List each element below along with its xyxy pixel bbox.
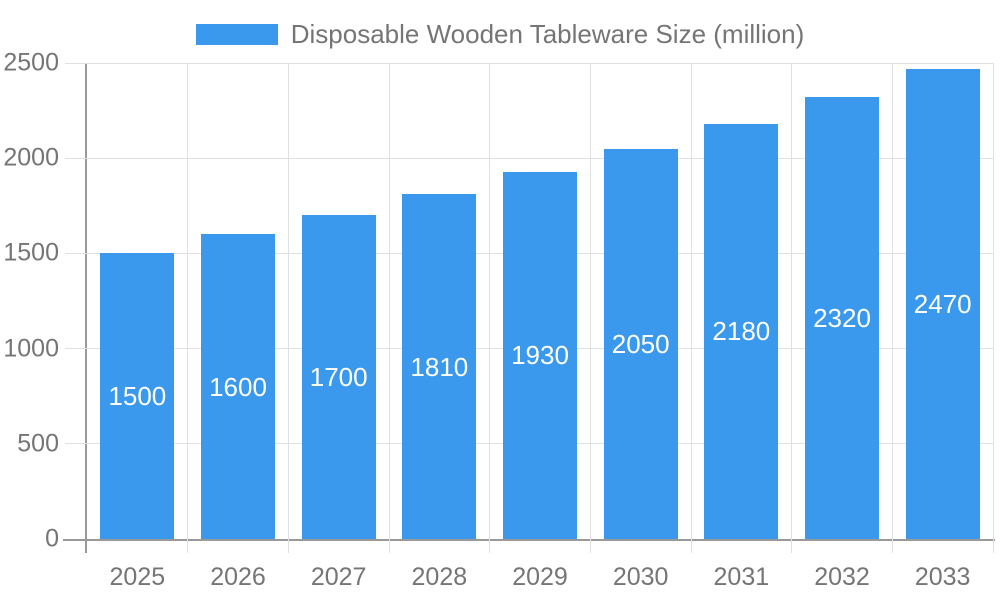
y-axis-tick-label: 500 xyxy=(17,429,59,458)
y-axis-tick-label: 1500 xyxy=(3,238,59,267)
bar-value-label: 1500 xyxy=(108,381,167,412)
bar-value-label: 2180 xyxy=(712,316,771,347)
bar-value-label: 1810 xyxy=(410,351,469,382)
x-gridline xyxy=(287,63,289,553)
bar-2033[interactable]: 2470 xyxy=(905,68,980,539)
bar-value-label: 1930 xyxy=(511,340,569,371)
bar-2031[interactable]: 2180 xyxy=(704,123,779,539)
x-gridline xyxy=(891,63,893,553)
bar-2032[interactable]: 2320 xyxy=(805,97,879,539)
bar-2025[interactable]: 1500 xyxy=(100,253,175,539)
x-axis-tick-label: 2032 xyxy=(814,563,870,591)
x-gridline xyxy=(489,63,491,553)
bar-value-label: 1600 xyxy=(209,371,267,402)
x-gridline xyxy=(690,63,692,553)
y-gridline xyxy=(65,62,993,64)
x-axis-tick-label: 2030 xyxy=(612,563,669,591)
x-axis-tick-label: 2029 xyxy=(512,563,568,591)
x-axis-tick-label: 2033 xyxy=(914,563,971,591)
bar-2030[interactable]: 2050 xyxy=(603,148,678,539)
y-gridline xyxy=(65,157,993,159)
y-axis-tick-label: 2000 xyxy=(3,143,59,172)
x-gridline xyxy=(589,63,591,553)
x-axis-line xyxy=(63,539,995,541)
x-axis-tick-label: 2031 xyxy=(713,563,770,591)
bar-value-label: 2470 xyxy=(913,288,972,319)
x-gridline xyxy=(388,63,390,553)
legend-item[interactable]: Disposable Wooden Tableware Size (millio… xyxy=(0,19,1000,50)
bar-value-label: 2320 xyxy=(813,303,871,334)
x-axis-tick-label: 2026 xyxy=(210,563,266,591)
bar-value-label: 2050 xyxy=(611,328,670,359)
y-axis-tick-label: 0 xyxy=(45,524,59,553)
bar-2027[interactable]: 1700 xyxy=(301,215,376,539)
x-axis-tick-label: 2025 xyxy=(109,563,166,591)
x-gridline xyxy=(992,63,994,553)
x-axis-tick-label: 2028 xyxy=(411,563,468,591)
bar-2028[interactable]: 1810 xyxy=(402,194,477,539)
legend-label: Disposable Wooden Tableware Size (millio… xyxy=(290,19,805,49)
y-axis-line xyxy=(85,63,87,553)
x-gridline xyxy=(791,63,793,553)
bar-2029[interactable]: 1930 xyxy=(503,171,577,539)
y-axis-tick-label: 1000 xyxy=(3,334,59,363)
legend-swatch xyxy=(195,24,278,45)
y-axis-tick-label: 2500 xyxy=(3,48,59,77)
x-axis-tick-label: 2027 xyxy=(310,563,367,591)
bar-value-label: 1700 xyxy=(309,362,368,393)
plot-area: 0 500 1000 1500 2000 2500 1500 2025 1600 2026 1700… xyxy=(3,50,995,591)
bar-2026[interactable]: 1600 xyxy=(201,234,275,539)
x-gridline xyxy=(187,63,189,553)
